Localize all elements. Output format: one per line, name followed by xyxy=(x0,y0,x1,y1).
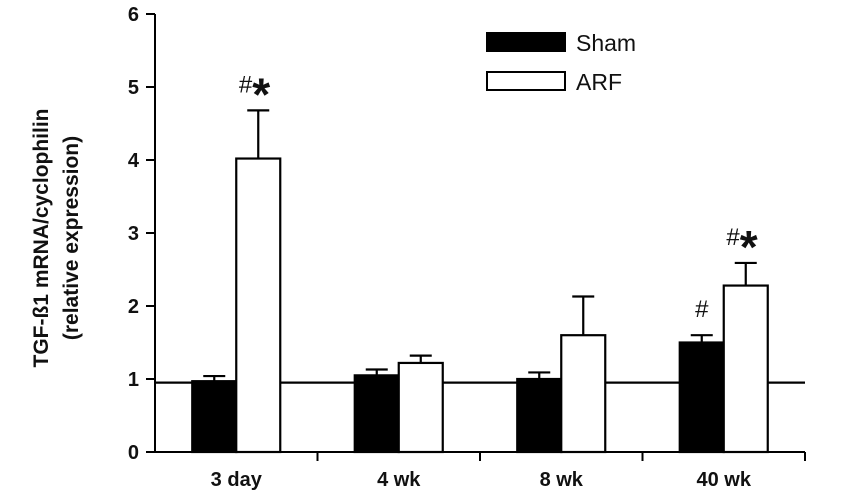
x-category-label: 40 wk xyxy=(697,469,752,491)
x-category-label: 8 wk xyxy=(540,469,584,491)
legend-label-sham: Sham xyxy=(576,30,636,56)
legend-swatch-arf xyxy=(486,71,566,91)
bar-sham xyxy=(678,341,725,454)
legend: Sham ARF xyxy=(486,30,636,95)
bar-arf xyxy=(722,284,769,454)
y-tick-label: 6 xyxy=(128,4,139,26)
y-tick-label: 0 xyxy=(128,442,139,464)
bar-arf xyxy=(560,334,607,454)
bar-sham xyxy=(516,377,563,454)
bar-sham xyxy=(191,380,238,454)
legend-label-arf: ARF xyxy=(576,69,622,95)
x-category-label: 4 wk xyxy=(377,469,421,491)
y-tick-label: 3 xyxy=(128,223,139,245)
x-category-label: 3 day xyxy=(211,469,263,491)
bars xyxy=(191,109,769,454)
y-tick-label: 4 xyxy=(128,150,140,172)
legend-swatch-sham xyxy=(486,32,566,52)
hash-marker: # xyxy=(239,71,253,98)
bar-arf xyxy=(397,361,444,454)
star-marker: * xyxy=(740,221,758,273)
y-tick-label: 1 xyxy=(128,369,139,391)
hash-marker: # xyxy=(726,224,740,251)
bar-arf xyxy=(235,157,282,454)
bar-sham xyxy=(353,374,400,454)
y-axis-label: TGF-ß1 mRNA/cyclophilin (relative expres… xyxy=(30,108,83,367)
y-tick-label: 2 xyxy=(128,296,139,318)
hash-marker: # xyxy=(695,296,709,323)
significance-annotations: # *## * xyxy=(239,68,758,323)
y-axis-label-line1: TGF-ß1 mRNA/cyclophilin xyxy=(30,108,53,367)
y-tick-label: 5 xyxy=(128,77,139,99)
star-marker: * xyxy=(252,68,270,120)
y-axis-label-line2: (relative expression) xyxy=(60,136,83,340)
